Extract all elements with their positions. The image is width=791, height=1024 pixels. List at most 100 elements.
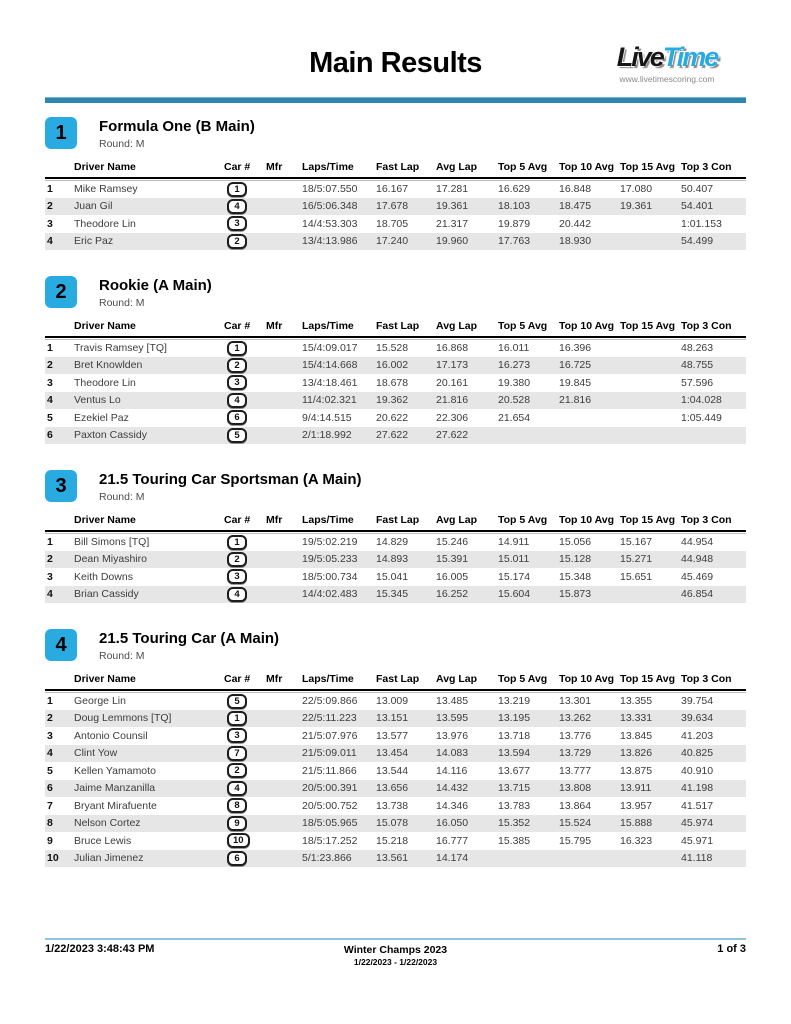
section-titles: 21.5 Touring Car Sportsman (A Main) Roun…: [99, 470, 362, 503]
fast-lap-cell: 17.240: [376, 235, 409, 248]
position-cell: 2: [47, 200, 53, 213]
avg-lap-cell: 14.346: [436, 799, 469, 812]
position-cell: 5: [47, 764, 53, 777]
mfr-cell: [264, 850, 300, 868]
top5-avg-cell: 13.718: [498, 729, 531, 742]
avg-lap-cell: 15.391: [436, 553, 469, 566]
section-number-badge: 2: [45, 276, 77, 308]
car-number-badge: 4: [227, 198, 247, 214]
column-header: Driver Name: [72, 671, 222, 691]
avg-lap-cell: 13.485: [436, 695, 469, 707]
race-round-label: Round: M: [99, 650, 145, 662]
result-row: 2 Bret Knowlden 2 15/4:14.668 16.002 17.173 16…: [45, 356, 746, 374]
driver-name-cell: George Lin: [74, 695, 126, 707]
top3-con-cell: 48.755: [681, 359, 714, 372]
results-table-head: Driver Name Car # Mfr Laps/Time Fast Lap Avg …: [45, 318, 746, 340]
laps-time-cell: 5/1:23.866: [302, 852, 352, 865]
top3-con-cell: [679, 427, 746, 445]
driver-name-cell: Bret Knowlden: [74, 359, 143, 372]
position-cell: 4: [47, 235, 53, 248]
top3-con-cell: 54.401: [681, 200, 714, 213]
mfr-cell: [264, 374, 300, 392]
fast-lap-cell: 17.678: [376, 200, 409, 213]
section-header: 4 21.5 Touring Car (A Main) Round: M: [45, 629, 746, 662]
results-table: Driver Name Car # Mfr Laps/Time Fast Lap Avg …: [45, 159, 746, 250]
livetime-logo: LiveTime www.livetimescoring.com: [591, 42, 743, 84]
top15-avg-cell: [618, 427, 679, 445]
car-number-cell: 1: [222, 180, 264, 198]
position-cell: 7: [47, 799, 53, 812]
top15-avg-cell: 16.323: [620, 834, 653, 847]
column-header: Top 3 Con: [679, 512, 746, 532]
column-header: Top 3 Con: [679, 318, 746, 338]
driver-name-cell: Juan Gil: [74, 200, 113, 213]
top3-con-cell: 48.263: [681, 342, 714, 354]
top15-avg-cell: [618, 392, 679, 410]
top15-avg-cell: [618, 374, 679, 392]
top10-avg-cell: 13.777: [559, 764, 592, 777]
column-header: Car #: [222, 159, 264, 179]
laps-time-cell: 22/5:11.223: [302, 712, 357, 725]
laps-time-cell: 13/4:18.461: [302, 376, 358, 389]
car-number-badge: 1: [227, 181, 247, 197]
top5-avg-cell: 13.677: [498, 764, 531, 777]
fast-lap-cell: 18.705: [376, 217, 409, 230]
header-underline: [45, 531, 746, 534]
top15-avg-cell: 19.361: [620, 200, 653, 213]
column-header: Top 3 Con: [679, 159, 746, 179]
car-number-badge: 10: [227, 833, 250, 849]
laps-time-cell: 16/5:06.348: [302, 200, 358, 213]
top10-avg-cell: 18.930: [559, 235, 592, 248]
top10-avg-cell: 15.873: [559, 588, 592, 601]
position-cell: 1: [47, 695, 53, 707]
logo-live-text: Live: [616, 42, 665, 72]
mfr-cell: [264, 392, 300, 410]
position-cell: 1: [47, 183, 53, 195]
fast-lap-cell: 19.362: [376, 394, 409, 407]
avg-lap-cell: 27.622: [436, 429, 469, 442]
column-header: Mfr: [264, 671, 300, 691]
top3-con-cell: 1:04.028: [681, 394, 722, 407]
result-row: 5 Kellen Yamamoto 2 21/5:11.866 13.544 14.116…: [45, 762, 746, 780]
top10-avg-cell: 15.795: [559, 834, 592, 847]
header-underline: [45, 337, 746, 340]
footer-timestamp: 1/22/2023 3:48:43 PM: [45, 943, 155, 955]
section-number-badge: 3: [45, 470, 77, 502]
driver-name-cell: Theodore Lin: [74, 376, 136, 389]
column-header-row: Driver Name Car # Mfr Laps/Time Fast Lap Avg …: [45, 318, 746, 338]
top5-avg-cell: 21.654: [498, 411, 531, 424]
result-row: 4 Clint Yow 7 21/5:09.011 13.454 14.083 13.594…: [45, 744, 746, 762]
laps-time-cell: 15/4:09.017: [302, 342, 358, 354]
top5-avg-cell: 15.174: [498, 570, 531, 583]
fast-lap-cell: 13.738: [376, 799, 409, 812]
driver-name-cell: Theodore Lin: [74, 217, 136, 230]
top5-avg-cell: [496, 427, 557, 445]
position-cell: 9: [47, 834, 53, 847]
column-header: Top 10 Avg: [557, 318, 618, 338]
race-section: 1 Formula One (B Main) Round: M Driver N…: [45, 117, 746, 250]
report-header: Main Results LiveTime www.livetimescorin…: [0, 0, 791, 84]
position-cell: 10: [47, 852, 59, 865]
top15-avg-cell: 13.875: [620, 764, 653, 777]
footer-date-range: 1/22/2023 - 1/22/2023: [353, 957, 438, 967]
column-header: Laps/Time: [300, 318, 374, 338]
top3-con-cell: 54.499: [681, 235, 714, 248]
section-header: 2 Rookie (A Main) Round: M: [45, 276, 746, 309]
driver-name-cell: Brian Cassidy: [74, 588, 139, 601]
mfr-cell: [264, 533, 300, 551]
column-header: Top 5 Avg: [496, 318, 557, 338]
top5-avg-cell: 19.380: [498, 376, 531, 389]
position-column-header: [45, 512, 72, 532]
driver-name-cell: Antonio Counsil: [74, 729, 148, 742]
laps-time-cell: 19/5:05.233: [302, 553, 358, 566]
column-header: Driver Name: [72, 159, 222, 179]
column-header-row: Driver Name Car # Mfr Laps/Time Fast Lap Avg …: [45, 512, 746, 532]
results-table-body: 1 Travis Ramsey [TQ] 1 15/4:09.017 15.528 16.…: [45, 339, 746, 444]
car-number-badge: 4: [227, 392, 247, 408]
mfr-cell: [264, 233, 300, 251]
laps-time-cell: 2/1:18.992: [302, 429, 352, 442]
top5-avg-cell: 16.629: [498, 183, 531, 195]
footer-divider-rule: [45, 938, 746, 940]
avg-lap-cell: 14.432: [436, 782, 469, 795]
